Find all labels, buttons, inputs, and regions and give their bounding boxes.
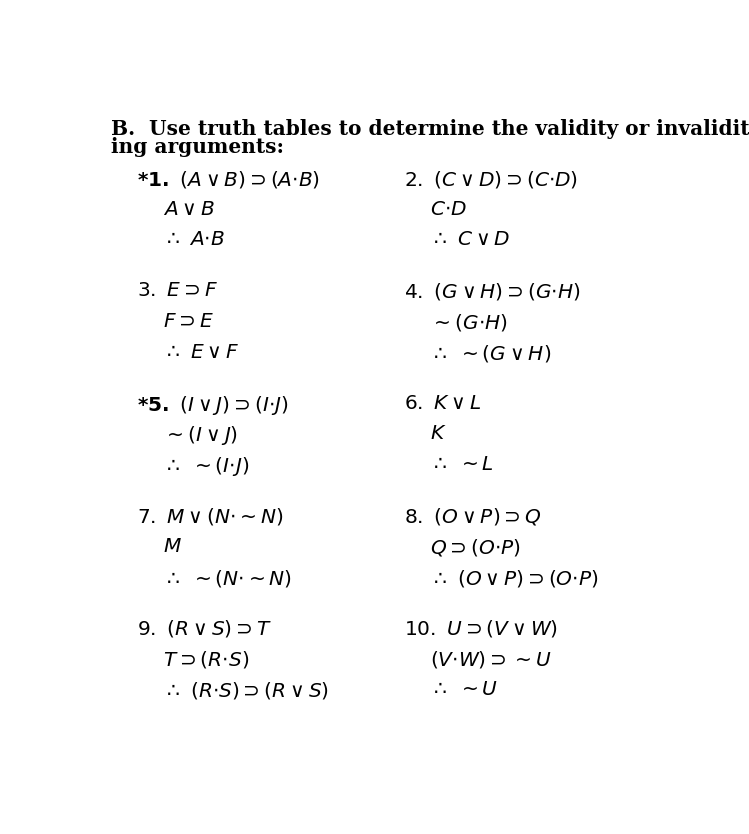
Text: $\therefore\ (O \vee P) \supset (O{\cdot}P)$: $\therefore\ (O \vee P) \supset (O{\cdot… bbox=[430, 568, 598, 589]
Text: $A \vee B$: $A \vee B$ bbox=[163, 199, 215, 219]
Text: $7.\ M \vee (N{\cdot}{\sim}N)$: $7.\ M \vee (N{\cdot}{\sim}N)$ bbox=[137, 506, 284, 527]
Text: $4.\ (G \vee H) \supset (G{\cdot}H)$: $4.\ (G \vee H) \supset (G{\cdot}H)$ bbox=[404, 281, 580, 302]
Text: $\mathbf{*1.}$ $(A \vee B) \supset (A{\cdot}B)$: $\mathbf{*1.}$ $(A \vee B) \supset (A{\c… bbox=[137, 168, 320, 190]
Text: $Q \supset (O{\cdot}P)$: $Q \supset (O{\cdot}P)$ bbox=[430, 537, 521, 558]
Text: $C{\cdot}D$: $C{\cdot}D$ bbox=[430, 199, 467, 219]
Text: $K$: $K$ bbox=[430, 425, 447, 444]
Text: $\therefore\ C \vee D$: $\therefore\ C \vee D$ bbox=[430, 230, 511, 249]
Text: $(V{\cdot}W) \supset {\sim}U$: $(V{\cdot}W) \supset {\sim}U$ bbox=[430, 649, 552, 671]
Text: ${\sim}(G{\cdot}H)$: ${\sim}(G{\cdot}H)$ bbox=[430, 312, 508, 333]
Text: $\therefore\ {\sim}L$: $\therefore\ {\sim}L$ bbox=[430, 455, 494, 475]
Text: ${\sim}(I \vee J)$: ${\sim}(I \vee J)$ bbox=[163, 425, 238, 447]
Text: $\therefore\ A{\cdot}B$: $\therefore\ A{\cdot}B$ bbox=[163, 230, 225, 249]
Text: B.  Use truth tables to determine the validity or invalidity of each of the foll: B. Use truth tables to determine the val… bbox=[111, 119, 749, 139]
Text: $\therefore\ E \vee F$: $\therefore\ E \vee F$ bbox=[163, 343, 240, 362]
Text: $\therefore\ {\sim}(G \vee H)$: $\therefore\ {\sim}(G \vee H)$ bbox=[430, 343, 551, 364]
Text: $\therefore\ {\sim}(I{\cdot}J)$: $\therefore\ {\sim}(I{\cdot}J)$ bbox=[163, 455, 249, 478]
Text: $\therefore\ (R{\cdot}S) \supset (R \vee S)$: $\therefore\ (R{\cdot}S) \supset (R \vee… bbox=[163, 680, 330, 701]
Text: $T \supset (R{\cdot}S)$: $T \supset (R{\cdot}S)$ bbox=[163, 649, 249, 671]
Text: $8.\ (O \vee P) \supset Q$: $8.\ (O \vee P) \supset Q$ bbox=[404, 506, 542, 527]
Text: $\mathbf{*5.}$ $(I \vee J) \supset (I{\cdot}J)$: $\mathbf{*5.}$ $(I \vee J) \supset (I{\c… bbox=[137, 394, 289, 416]
Text: $6.\ K \vee L$: $6.\ K \vee L$ bbox=[404, 394, 482, 413]
Text: $10.\ U \supset (V \vee W)$: $10.\ U \supset (V \vee W)$ bbox=[404, 618, 558, 640]
Text: $M$: $M$ bbox=[163, 537, 182, 555]
Text: ing arguments:: ing arguments: bbox=[111, 138, 284, 158]
Text: $3.\ E \supset F$: $3.\ E \supset F$ bbox=[137, 281, 218, 300]
Text: $\therefore\ {\sim}U$: $\therefore\ {\sim}U$ bbox=[430, 680, 499, 699]
Text: $2.\ (C \vee D) \supset (C{\cdot}D)$: $2.\ (C \vee D) \supset (C{\cdot}D)$ bbox=[404, 168, 578, 190]
Text: $9.\ (R \vee S) \supset T$: $9.\ (R \vee S) \supset T$ bbox=[137, 618, 272, 640]
Text: $F \supset E$: $F \supset E$ bbox=[163, 312, 214, 331]
Text: $\therefore\ {\sim}(N{\cdot}{\sim}N)$: $\therefore\ {\sim}(N{\cdot}{\sim}N)$ bbox=[163, 568, 292, 589]
